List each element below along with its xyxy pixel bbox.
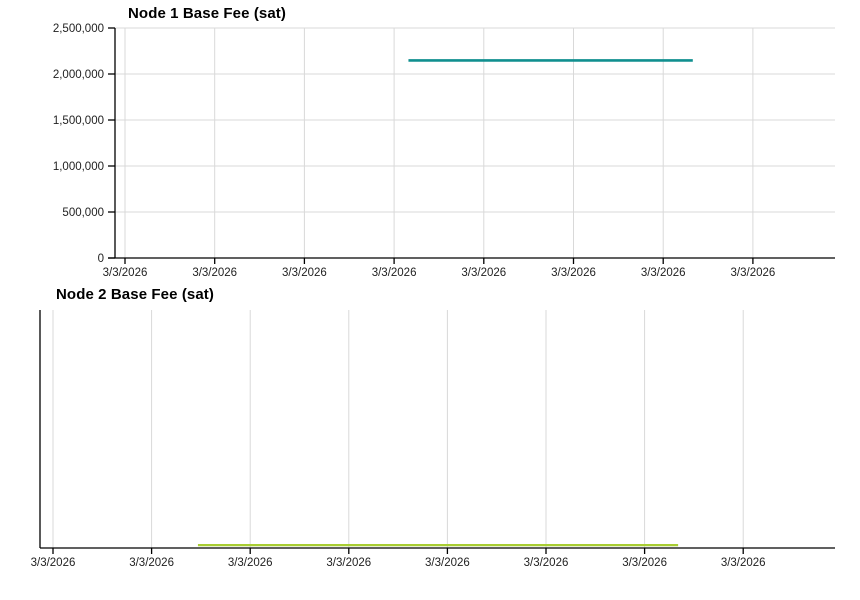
chart1-title: Node 1 Base Fee (sat): [128, 5, 286, 22]
node1-y-tick-label: 500,000: [62, 207, 104, 219]
node1-y-tick-label: 1,500,000: [53, 115, 104, 127]
node1-y-tick-label: 0: [98, 253, 104, 265]
node1-x-tick-label: 3/3/2026: [641, 267, 686, 279]
node1-x-tick-label: 3/3/2026: [192, 267, 237, 279]
node1-x-tick-label: 3/3/2026: [282, 267, 327, 279]
node1-x-tick-label: 3/3/2026: [551, 267, 596, 279]
node2-x-tick-label: 3/3/2026: [425, 557, 470, 569]
node1-y-tick-label: 1,000,000: [53, 161, 104, 173]
node2-x-tick-label: 3/3/2026: [524, 557, 569, 569]
node1-y-tick-label: 2,000,000: [53, 69, 104, 81]
node2-x-tick-label: 3/3/2026: [622, 557, 667, 569]
node1-x-tick-label: 3/3/2026: [731, 267, 776, 279]
node1-x-tick-label: 3/3/2026: [372, 267, 417, 279]
node2-x-tick-label: 3/3/2026: [129, 557, 174, 569]
node2-x-tick-label: 3/3/2026: [721, 557, 766, 569]
node2-x-tick-label: 3/3/2026: [228, 557, 273, 569]
node1-x-tick-label: 3/3/2026: [103, 267, 148, 279]
node1-x-tick-label: 3/3/2026: [461, 267, 506, 279]
node1-y-tick-label: 2,500,000: [53, 23, 104, 35]
node2-x-tick-label: 3/3/2026: [31, 557, 76, 569]
chart2-title: Node 2 Base Fee (sat): [56, 286, 214, 303]
node2-x-tick-label: 3/3/2026: [326, 557, 371, 569]
